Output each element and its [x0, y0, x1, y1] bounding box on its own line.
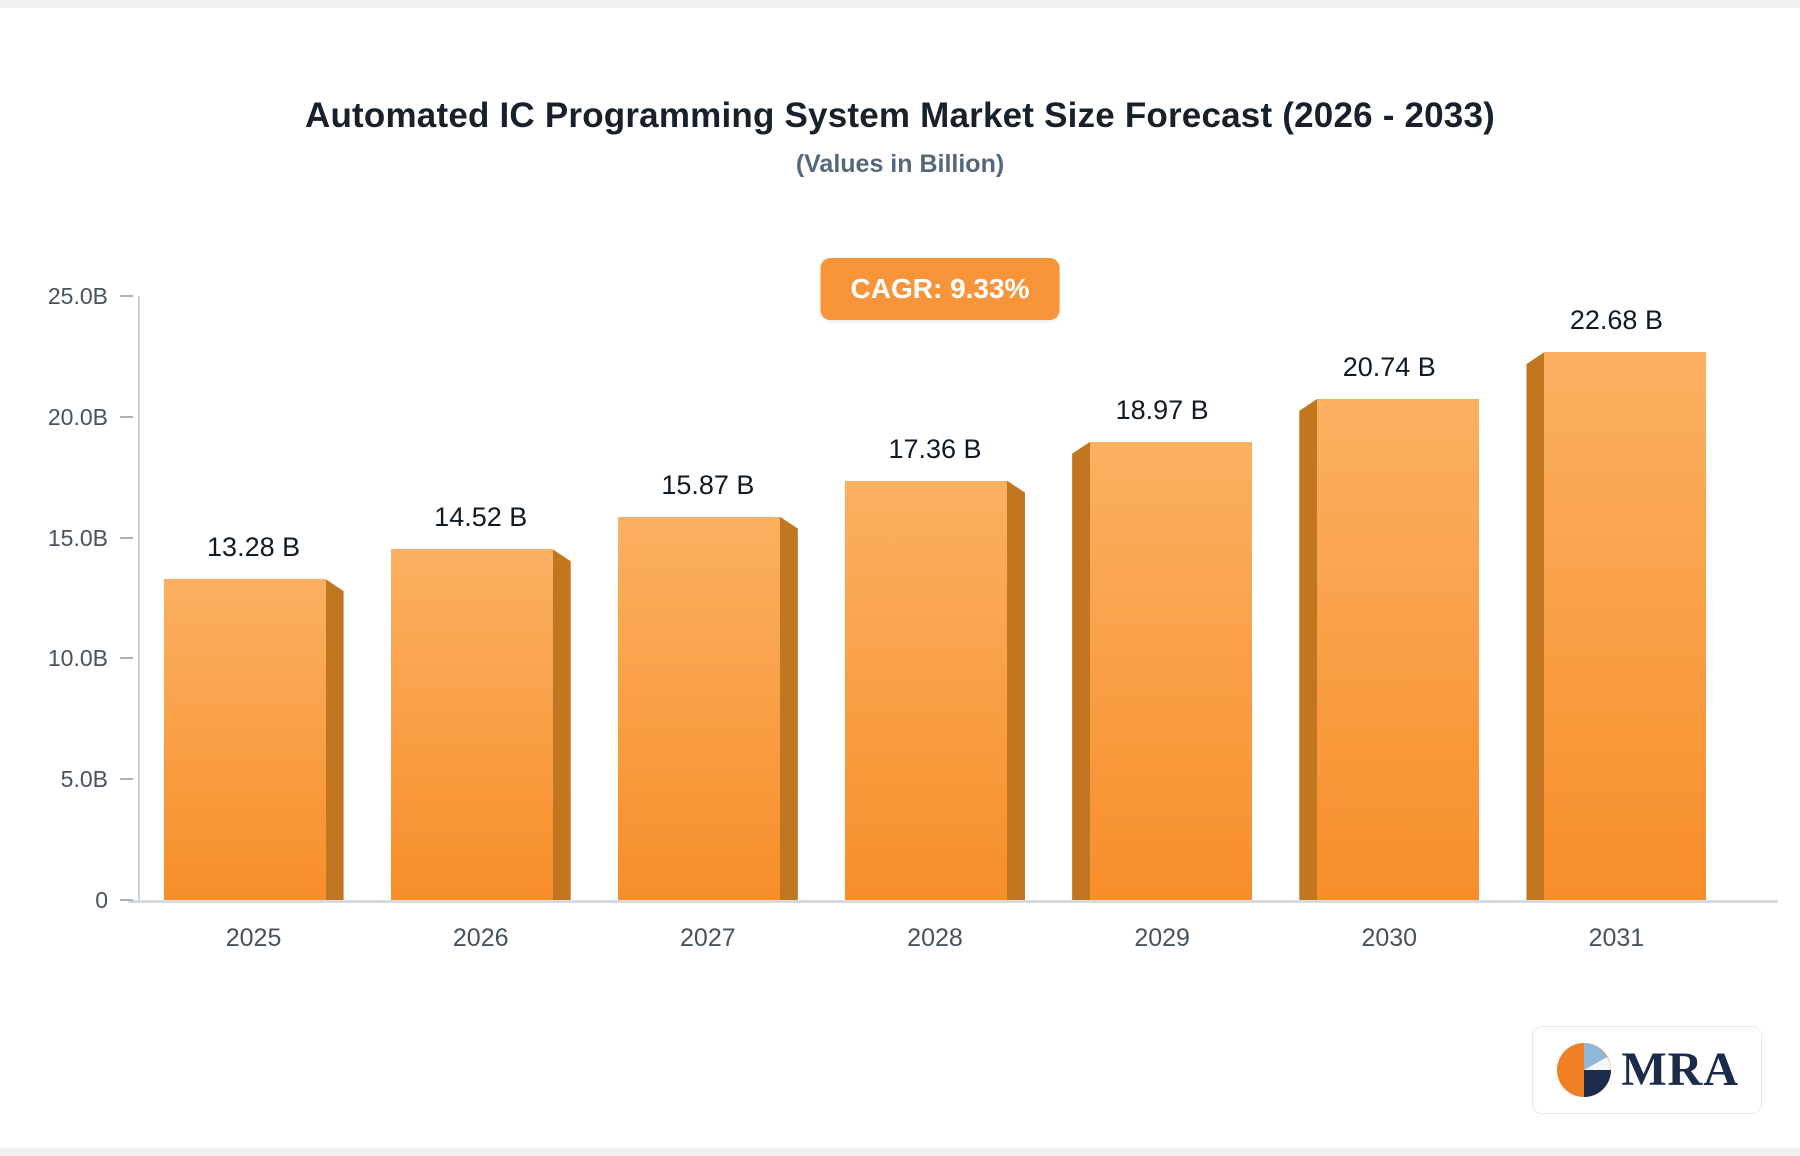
x-axis-label: 2030 [1361, 924, 1418, 952]
cagr-badge: CAGR: 9.33% [820, 258, 1060, 320]
x-axis-label: 2028 [907, 924, 963, 952]
bar-face [1317, 398, 1480, 900]
bar-slot: 15.87 B 2027 [594, 296, 821, 952]
x-axis-label: 2025 [225, 924, 282, 952]
bar-side-shade [1072, 441, 1091, 900]
bar-value-label: 18.97 B [1115, 394, 1209, 425]
x-axis-label: 2027 [680, 924, 736, 952]
x-axis-label: 2026 [452, 924, 509, 952]
bar-value-label: 13.28 B [207, 532, 301, 563]
y-axis-label: 15.0B [47, 524, 108, 551]
x-axis-label: 2031 [1588, 924, 1645, 952]
bar-face [163, 579, 326, 900]
y-axis-tick [120, 657, 133, 660]
x-axis-baseline [128, 900, 1778, 903]
bar-value-label: 17.36 B [888, 433, 982, 464]
bar-slot: 20.74 B 2030 [1276, 296, 1503, 952]
bar-slot: 13.28 B 2025 [140, 296, 367, 952]
bar [844, 480, 1025, 900]
chart-title: Automated IC Programming System Market S… [305, 96, 1495, 135]
plot-area: 25.0B 20.0B 15.0B 10.0B 5.0B 0 13.28 B 2025 14.5… [48, 283, 1778, 952]
bar-face [844, 480, 1007, 900]
brand-logo: MRA [1532, 1026, 1762, 1114]
bar-slot: 22.68 B 2031 [1503, 296, 1730, 952]
bar-value-label: 14.52 B [434, 502, 528, 533]
y-axis-label: 5.0B [60, 766, 108, 793]
bar-side-shade [552, 549, 571, 900]
y-axis-tick [120, 295, 133, 297]
bar [163, 579, 344, 900]
bar-side-shade [1299, 398, 1318, 900]
bar-face [390, 549, 553, 900]
y-axis-label: 10.0B [47, 645, 108, 672]
y-axis-label: 0 [95, 887, 108, 913]
chart-subtitle: (Values in Billion) [795, 150, 1005, 178]
x-axis-label: 2029 [1134, 924, 1190, 952]
y-axis-tick [120, 778, 133, 781]
bar [390, 549, 571, 900]
bar-slot: 17.36 B 2028 [821, 296, 1048, 952]
y-axis-label: 25.0B [47, 283, 108, 309]
page-edge-top [0, 0, 1800, 8]
bar-face [617, 516, 780, 900]
logo-pie-icon [1557, 1043, 1612, 1097]
bar-face [1544, 352, 1707, 900]
bar [1299, 398, 1480, 900]
bar [1526, 352, 1707, 900]
y-axis-label: 20.0B [47, 403, 108, 430]
y-axis-tick [120, 899, 133, 901]
bar-side-shade [325, 579, 344, 900]
page-edge-bottom [0, 1148, 1800, 1156]
y-axis-tick [120, 536, 133, 539]
bar-value-label: 22.68 B [1569, 305, 1663, 336]
bar [617, 516, 798, 900]
y-axis-tick [120, 415, 133, 418]
bar-value-label: 15.87 B [661, 469, 755, 500]
bar-face [1090, 441, 1253, 900]
bar [1072, 441, 1253, 900]
bar-slot: 14.52 B 2026 [367, 296, 594, 952]
bar-slot: 18.97 B 2029 [1049, 296, 1276, 952]
bar-side-shade [779, 516, 798, 900]
y-axis-line [138, 296, 140, 900]
bar-side-shade [1526, 352, 1545, 900]
logo-text: MRA [1621, 1043, 1739, 1096]
bar-side-shade [1006, 480, 1025, 900]
bar-value-label: 20.74 B [1342, 351, 1436, 382]
